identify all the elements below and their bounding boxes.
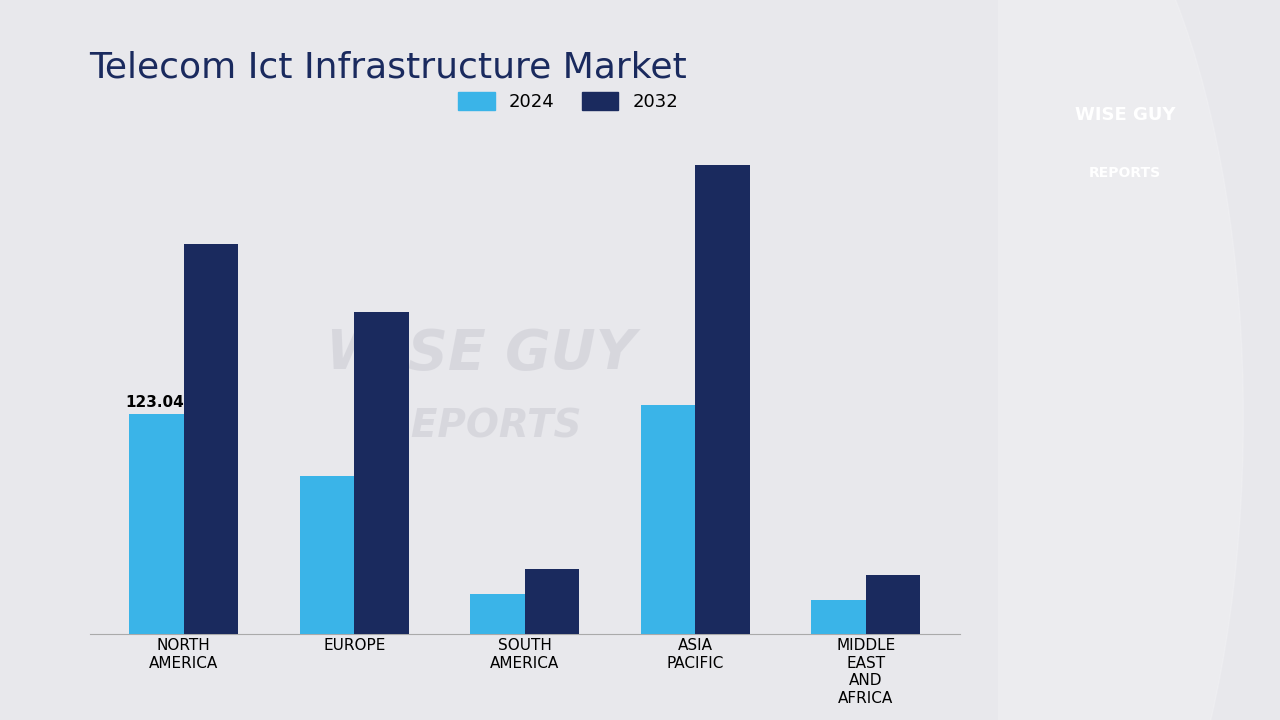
Text: WISE GUY: WISE GUY: [1075, 107, 1175, 124]
Text: REPORTS: REPORTS: [1089, 166, 1161, 180]
Bar: [129, 414, 184, 634]
Text: Telecom Ict Infrastructure Market: Telecom Ict Infrastructure Market: [90, 50, 687, 84]
Text: WISE GUY: WISE GUY: [326, 327, 636, 381]
Bar: [355, 312, 408, 634]
Text: REPORTS: REPORTS: [381, 408, 581, 445]
Bar: [695, 166, 750, 634]
Bar: [865, 575, 920, 634]
Bar: [641, 405, 695, 634]
Bar: [812, 600, 865, 634]
Circle shape: [782, 0, 1243, 720]
Text: 123.04: 123.04: [125, 395, 184, 410]
Bar: [300, 477, 355, 634]
Bar: [525, 570, 580, 634]
Bar: [184, 244, 238, 634]
Legend: 2024, 2032: 2024, 2032: [449, 83, 687, 120]
Bar: [470, 594, 525, 634]
